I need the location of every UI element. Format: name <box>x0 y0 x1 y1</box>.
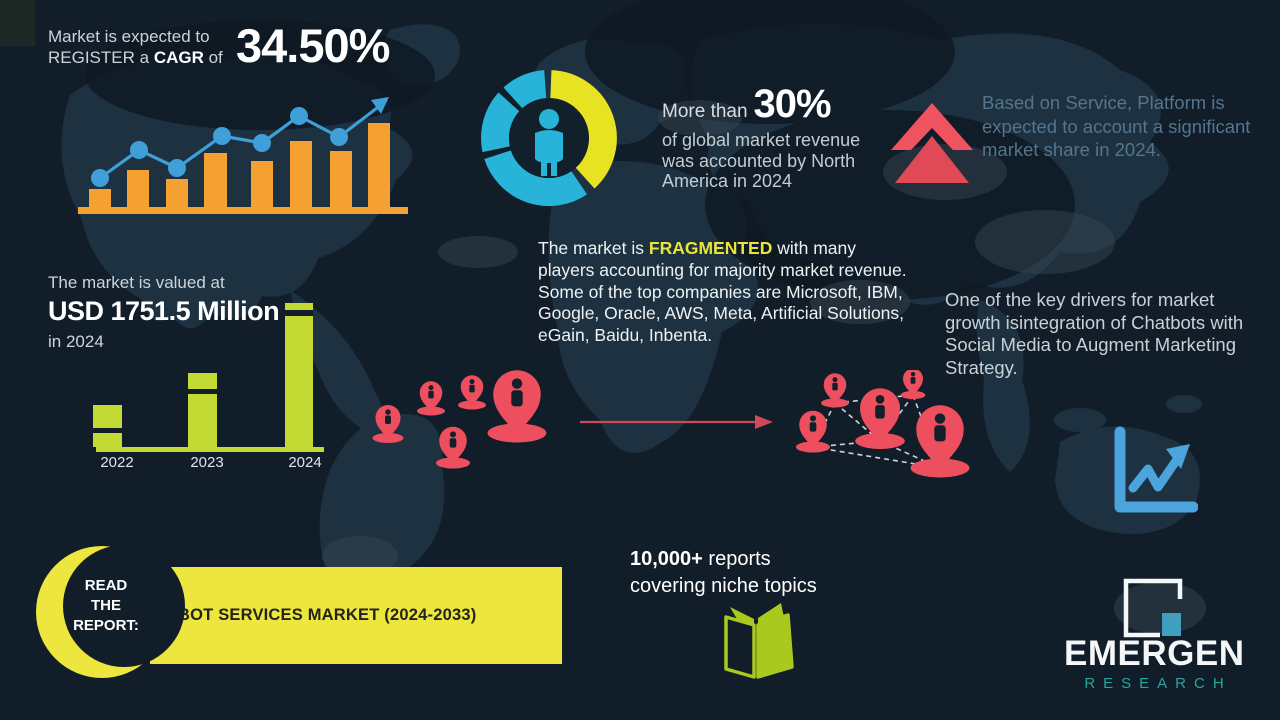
na-prefix: More than <box>662 101 748 122</box>
trend-dot <box>290 107 308 125</box>
flow-arrow-icon <box>580 415 773 429</box>
bar <box>204 153 227 207</box>
donut-segment-yellow <box>549 70 617 189</box>
trend-dot <box>253 134 271 152</box>
location-pin-icon <box>417 381 445 416</box>
cagr-statement: Market is expected to REGISTER a CAGR of <box>48 26 223 68</box>
reports-stat: 10,000+ reports covering niche topics <box>630 546 817 600</box>
location-pin-icon <box>900 370 926 399</box>
cagr-line2: REGISTER a CAGR of <box>48 48 223 67</box>
logo-subtitle: RESEARCH <box>1084 675 1232 692</box>
bar-stripe <box>285 310 313 316</box>
bar-2023 <box>188 373 217 447</box>
valuation-stat: The market is valued at USD 1751.5 Milli… <box>48 272 280 352</box>
na-headline: More than 30% <box>662 82 877 127</box>
cagr-growth-chart <box>78 97 408 214</box>
valuation-intro: The market is valued at <box>48 273 225 292</box>
chevron-top <box>891 103 973 150</box>
location-pin-icon <box>855 388 905 449</box>
person-icon <box>535 109 563 176</box>
map-island-1 <box>1054 408 1106 432</box>
bar <box>89 189 111 207</box>
map-dark-patch-1 <box>585 0 955 124</box>
bar <box>127 170 149 207</box>
location-pin-icon <box>910 405 970 478</box>
bar <box>290 141 312 207</box>
donut-segment-cyan-3 <box>503 70 547 109</box>
trend-dot <box>91 169 109 187</box>
trend-dot <box>330 128 348 146</box>
platform-statement: Based on Service, Platform is expected t… <box>982 92 1251 160</box>
year-label-2022: 2022 <box>100 454 133 471</box>
report-banner[interactable]: BOT SERVICES MARKET (2024-2033) <box>150 567 562 664</box>
location-pin-icon <box>795 410 831 453</box>
map-dark-patch-2 <box>705 110 1075 300</box>
open-book-icon <box>724 603 794 679</box>
map-gray-patch-2 <box>975 210 1115 274</box>
chart-baseline <box>78 207 408 214</box>
map-island-3 <box>1166 395 1202 413</box>
map-se-asia <box>976 300 1030 472</box>
read-the-report-label: READ THE REPORT: <box>73 577 139 634</box>
bar-stripe <box>93 428 122 433</box>
map-dark-patch-3 <box>85 20 435 130</box>
pins-network <box>372 370 970 478</box>
reports-line1: 10,000+ reports <box>630 548 771 570</box>
bar-2022 <box>93 405 122 447</box>
bar <box>368 123 390 207</box>
map-gray-patch-5 <box>438 236 518 268</box>
map-africa <box>548 161 758 453</box>
fragmented-highlight: FRAGMENTED <box>648 238 773 258</box>
crescent-icon <box>36 545 185 678</box>
cagr-value: 34.50% <box>236 19 390 72</box>
fragmented-statement: The market is FRAGMENTED with many playe… <box>538 238 907 346</box>
map-gray-patch-7 <box>1114 582 1206 634</box>
report-banner-label: BOT SERVICES MARKET (2024-2033) <box>178 606 477 624</box>
logo-square-icon <box>1123 578 1183 638</box>
trend-chart-icon <box>1114 426 1198 513</box>
map-central-america <box>290 290 383 434</box>
bar-2024 <box>285 303 313 447</box>
location-pin-icon <box>372 405 404 443</box>
map-gray-patch-4 <box>658 100 742 136</box>
up-chevron-arrow-icon <box>891 103 973 183</box>
reports-line2: covering niche topics <box>630 575 817 597</box>
donut-segment-cyan-2 <box>481 92 520 153</box>
valuation-value: USD 1751.5 Million <box>48 296 280 326</box>
trend-dot <box>213 127 231 145</box>
year-label-2023: 2023 <box>190 454 223 471</box>
valuation-year: in 2024 <box>48 332 104 351</box>
chart-baseline <box>96 447 324 452</box>
cagr-line1: Market is expected to <box>48 27 210 46</box>
cagr-acronym: CAGR <box>153 48 204 67</box>
drivers-statement: One of the key drivers for market growth… <box>945 289 1244 378</box>
logo-wordmark: EMERGEN <box>1064 634 1245 673</box>
bar <box>166 179 188 207</box>
location-pin-icon <box>821 373 849 408</box>
market-value-chart: 2022 2023 2024 <box>93 303 324 471</box>
location-pin-icon <box>487 370 547 443</box>
north-america-share-donut <box>481 70 617 206</box>
donut-segment-cyan-1 <box>484 149 588 206</box>
north-america-stat: More than 30% of global market revenue w… <box>662 82 877 192</box>
bar <box>251 161 273 207</box>
map-gray-patch-3 <box>810 280 910 324</box>
trend-arrowhead-icon <box>371 97 389 114</box>
map-gray-patch-6 <box>322 536 398 576</box>
location-pin-icon <box>435 426 471 469</box>
na-body: of global market revenue was accounted b… <box>662 130 861 191</box>
chevron-triangle <box>895 136 969 183</box>
location-pin-icon <box>458 375 486 410</box>
na-percentage: 30% <box>753 82 832 126</box>
bar <box>330 151 352 207</box>
trend-dot <box>168 159 186 177</box>
trend-dot <box>130 141 148 159</box>
reports-count: 10,000+ <box>630 548 703 570</box>
corner-square-decoration <box>0 0 35 46</box>
bar-stripe <box>188 389 217 394</box>
year-label-2024: 2024 <box>288 454 321 471</box>
